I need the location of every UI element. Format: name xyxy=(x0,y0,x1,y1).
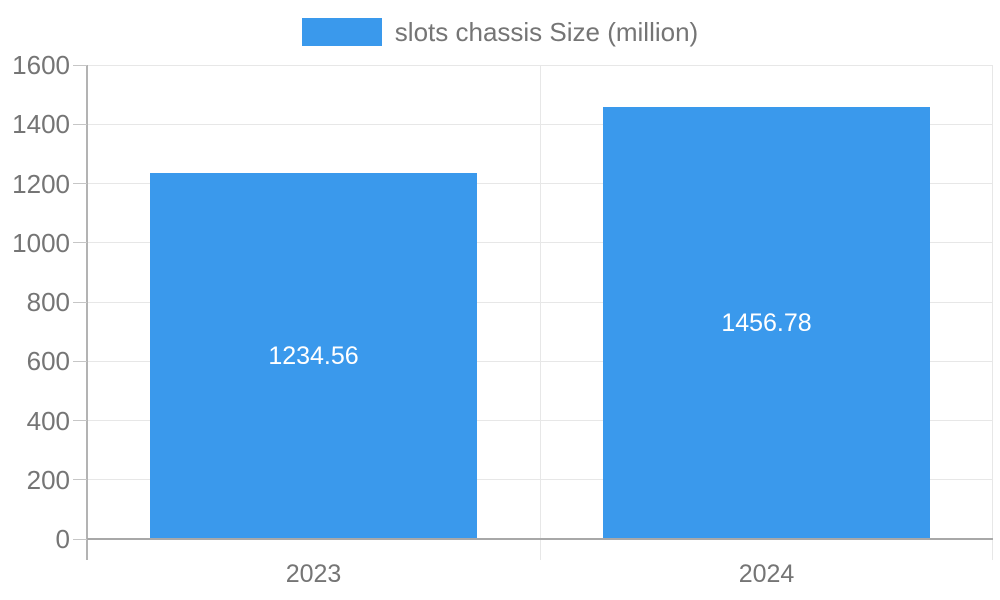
y-axis-tick-mark xyxy=(73,123,87,125)
legend-label: slots chassis Size (million) xyxy=(394,17,699,47)
gridline-vertical xyxy=(539,65,541,560)
y-axis-tick-mark xyxy=(73,183,87,184)
gridline-vertical xyxy=(991,65,993,560)
y-axis-tick-label: 400 xyxy=(26,405,70,436)
x-axis-baseline xyxy=(87,538,993,540)
y-axis-tick-label: 1000 xyxy=(12,227,70,258)
legend-swatch xyxy=(301,18,382,46)
plot-area: 1234.56 1456.78 xyxy=(86,64,993,560)
bar-2024: 1456.78 xyxy=(603,107,930,539)
legend[interactable]: slots chassis Size (million) xyxy=(0,17,1000,47)
y-axis-tick-mark xyxy=(73,420,87,421)
y-axis-tick-label: 1200 xyxy=(12,168,70,199)
y-axis-tick-label: 1400 xyxy=(12,109,70,140)
y-axis-tick-mark xyxy=(73,242,87,244)
y-axis-tick-label: 200 xyxy=(26,464,70,495)
y-axis-tick-mark xyxy=(73,301,87,303)
y-axis-tick-mark xyxy=(73,538,87,540)
bar-value-label: 1234.56 xyxy=(268,341,359,370)
x-axis-tick-label: 2024 xyxy=(738,560,795,588)
y-axis-tick-label: 600 xyxy=(26,346,70,377)
y-axis-line xyxy=(86,65,88,560)
x-axis-tick-label: 2023 xyxy=(285,560,342,588)
y-axis-tick-mark xyxy=(73,479,87,481)
y-axis-tick-label: 800 xyxy=(26,287,70,317)
bar-2023: 1234.56 xyxy=(150,173,477,539)
y-axis-tick-label: 0 xyxy=(55,524,70,554)
y-axis-tick-label: 1600 xyxy=(12,50,70,80)
bar-value-label: 1456.78 xyxy=(721,308,812,337)
y-axis-tick-mark xyxy=(73,360,87,362)
y-axis-tick-mark xyxy=(73,64,87,66)
